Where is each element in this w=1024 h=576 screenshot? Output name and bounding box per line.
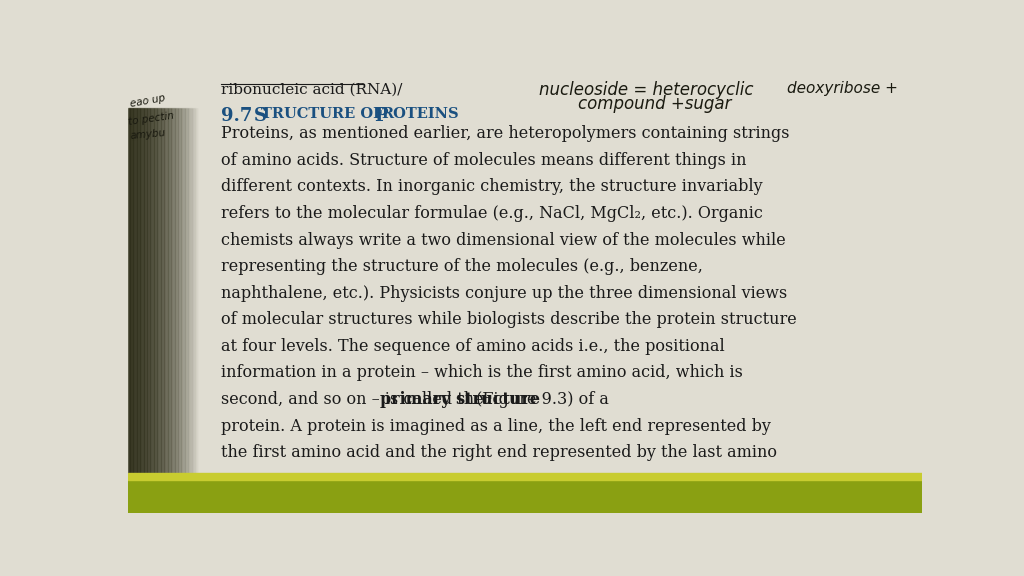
- Text: S: S: [254, 107, 266, 125]
- Text: protein. A protein is imagined as a line, the left end represented by: protein. A protein is imagined as a line…: [221, 418, 771, 434]
- Text: representing the structure of the molecules (e.g., benzene,: representing the structure of the molecu…: [221, 258, 702, 275]
- Text: eao up: eao up: [130, 93, 166, 109]
- Text: ROTEINS: ROTEINS: [381, 107, 459, 121]
- Text: amybu: amybu: [130, 128, 166, 141]
- Text: of amino acids. Structure of molecules means different things in: of amino acids. Structure of molecules m…: [221, 152, 746, 169]
- Bar: [128, 472, 922, 480]
- Text: compound +sugar: compound +sugar: [578, 94, 731, 112]
- Text: to pectin: to pectin: [128, 111, 175, 127]
- Text: refers to the molecular formulae (e.g., NaCl, MgCl₂, etc.). Organic: refers to the molecular formulae (e.g., …: [221, 205, 763, 222]
- Text: 9.7: 9.7: [221, 107, 265, 125]
- Text: different contexts. In inorganic chemistry, the structure invariably: different contexts. In inorganic chemist…: [221, 179, 763, 195]
- Text: of molecular structures while biologists describe the protein structure: of molecular structures while biologists…: [221, 311, 797, 328]
- Text: deoxyribose +: deoxyribose +: [786, 81, 898, 96]
- Text: nucleoside = heterocyclic: nucleoside = heterocyclic: [539, 81, 754, 100]
- Text: the first amino acid and the right end represented by the last amino: the first amino acid and the right end r…: [221, 444, 777, 461]
- Text: information in a protein – which is the first amino acid, which is: information in a protein – which is the …: [221, 365, 742, 381]
- Text: (Figure 9.3) of a: (Figure 9.3) of a: [471, 391, 609, 408]
- Text: Proteins, as mentioned earlier, are heteropolymers containing strings: Proteins, as mentioned earlier, are hete…: [221, 126, 790, 142]
- Text: chemists always write a two dimensional view of the molecules while: chemists always write a two dimensional …: [221, 232, 785, 249]
- Text: TRUCTURE OF: TRUCTURE OF: [260, 107, 388, 121]
- Text: second, and so on – is called the: second, and so on – is called the: [221, 391, 488, 408]
- Text: at four levels. The sequence of amino acids i.e., the positional: at four levels. The sequence of amino ac…: [221, 338, 725, 355]
- Text: primary structure: primary structure: [381, 391, 541, 408]
- Text: ribonucleic acid (RNA)/: ribonucleic acid (RNA)/: [221, 83, 402, 97]
- Text: P: P: [374, 107, 387, 125]
- Text: naphthalene, etc.). Physicists conjure up the three dimensional views: naphthalene, etc.). Physicists conjure u…: [221, 285, 787, 302]
- Bar: [128, 480, 922, 513]
